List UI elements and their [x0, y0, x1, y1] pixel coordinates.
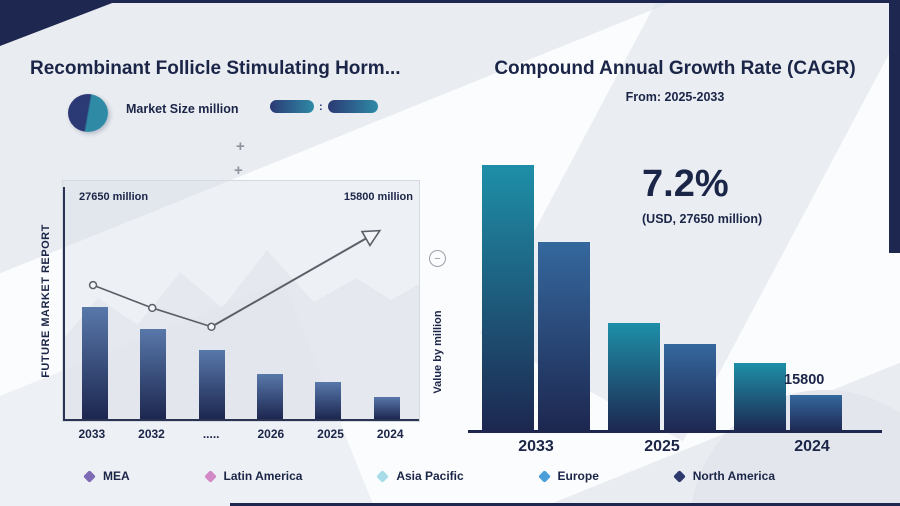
cagr-bar-group-2033 — [482, 165, 590, 432]
legend-label: MEA — [103, 469, 130, 483]
plus-decoration: + — [234, 162, 243, 179]
right-chart-x-axis — [468, 430, 882, 433]
right-chart-bars — [470, 160, 882, 432]
right-edge-accent — [889, 0, 900, 253]
market-size-pie-icon — [68, 94, 108, 132]
legend-label: Europe — [557, 469, 599, 483]
left-chart-x-labels: 2033 2032 ..... 2026 2025 2024 — [62, 427, 420, 441]
bar-value-annotation: 15800 — [784, 372, 825, 388]
legend-diamond-icon — [83, 469, 96, 483]
circle-minus-icon: − — [429, 250, 446, 267]
left-chart-bar-cell — [358, 397, 416, 419]
legend-label: North America — [692, 469, 775, 483]
legend-diamond-icon — [672, 469, 686, 483]
x-tick-label: 2032 — [138, 427, 165, 441]
top-edge-accent — [0, 0, 900, 3]
legend-item-north-america: North America — [672, 469, 775, 483]
cagr-note: (USD, 27650 million) — [642, 212, 763, 226]
legend-label: Latin America — [223, 469, 303, 483]
x-tick-label: 2024 — [376, 427, 404, 441]
legend-diamond-icon — [537, 469, 551, 483]
left-chart-bar-2025 — [315, 382, 342, 419]
cagr-bar-2024-series-1 — [734, 363, 786, 432]
cagr-value: 7.2% — [642, 163, 729, 205]
left-chart-y-axis — [63, 187, 65, 421]
bottom-edge-accent — [230, 503, 900, 506]
left-chart-bar-2033 — [82, 307, 109, 419]
left-chart-title: Recombinant Follicle Stimulating Horm... — [30, 58, 401, 79]
gradient-pill-icon — [327, 100, 378, 113]
x-tick-label: 2025 — [317, 427, 344, 441]
corner-accent-shape — [0, 0, 120, 46]
left-chart-bar-cell — [124, 329, 182, 419]
plus-decoration: + — [236, 138, 245, 155]
left-chart-bar-..... — [198, 350, 225, 419]
legend-diamond-icon — [376, 469, 390, 483]
cagr-title: Compound Annual Growth Rate (CAGR) — [494, 58, 856, 79]
left-chart-bar-cell — [299, 382, 357, 419]
cagr-bar-2024-series-2 — [790, 395, 842, 432]
x-tick-label: 2024 — [794, 438, 830, 455]
cagr-bar-2033-series-2 — [538, 242, 590, 432]
legend-item-mea: MEA — [83, 469, 130, 483]
left-chart-bar-cell — [241, 374, 299, 419]
x-tick-label: 2033 — [518, 438, 554, 455]
x-tick-label: 2026 — [257, 427, 285, 441]
left-chart-value-label: 27650 million — [79, 191, 149, 203]
left-chart-bars — [66, 289, 416, 419]
cagr-bar-2025-series-1 — [608, 323, 660, 432]
trend-line-arrow — [88, 229, 382, 331]
x-tick-label: 2025 — [644, 438, 680, 455]
region-legend: MEA Latin America Asia Pacific Europe North … — [83, 465, 775, 487]
cagr-bar-group-2024 — [734, 363, 842, 432]
market-size-legend-label: Market Size million — [126, 102, 239, 116]
legend-item-latin-america: Latin America — [203, 469, 303, 483]
cagr-subtitle: From: 2025-2033 — [625, 90, 725, 104]
x-tick-label: 2033 — [78, 427, 106, 441]
x-tick-label: ..... — [202, 427, 220, 441]
gradient-pill-icon — [270, 100, 314, 113]
cagr-bar-group-2025 — [608, 323, 716, 432]
left-chart-value-label: 15800 million — [343, 191, 413, 203]
gradient-pills-decoration: : — [270, 100, 378, 113]
legend-diamond-icon — [203, 469, 217, 483]
legend-label: Asia Pacific — [396, 469, 464, 483]
left-chart-y-axis-label: FUTURE MARKET REPORT — [40, 224, 52, 378]
cagr-bar-2033-series-1 — [482, 165, 534, 432]
pill-separator: : — [319, 100, 323, 113]
left-chart-bar-cell — [66, 307, 124, 419]
left-chart-plot-area: 27650 million 15800 million — [62, 180, 420, 422]
legend-item-asia-pacific: Asia Pacific — [376, 469, 464, 483]
left-chart-x-axis — [63, 419, 419, 421]
right-chart-y-axis-label: Value by million — [432, 310, 444, 394]
legend-item-europe: Europe — [537, 469, 599, 483]
cagr-bar-2025-series-2 — [664, 344, 716, 432]
left-chart-bar-cell — [183, 350, 241, 419]
left-chart-bar-2026 — [257, 374, 284, 419]
left-chart-bar-2024 — [373, 397, 400, 419]
left-chart-bar-2032 — [140, 329, 167, 419]
